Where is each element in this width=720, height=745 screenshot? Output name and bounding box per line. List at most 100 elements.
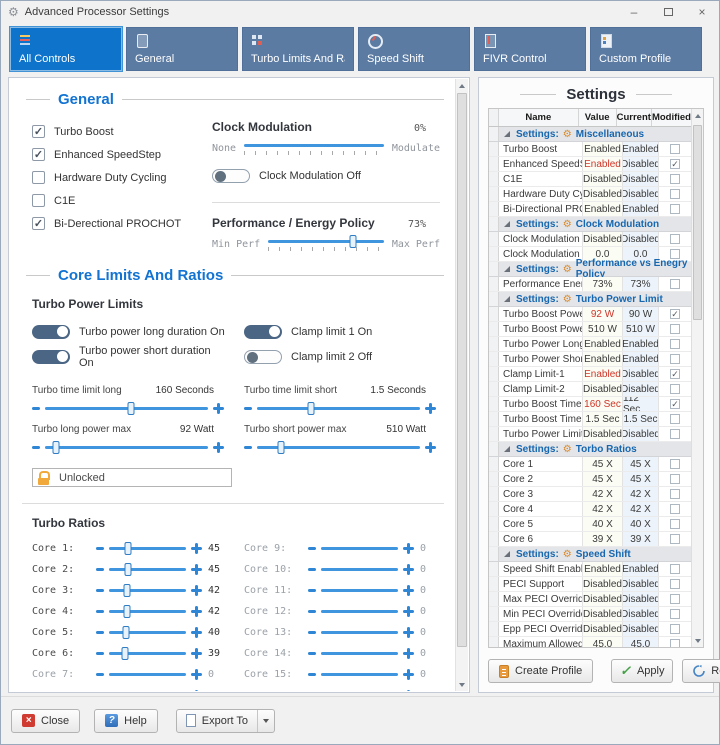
slider-plus-icon[interactable]	[403, 669, 414, 680]
slider-minus-icon[interactable]	[32, 407, 40, 410]
slider-minus-icon[interactable]	[96, 610, 104, 613]
modified-checkbox[interactable]	[670, 609, 680, 619]
settings-group-performance-vs-enegry-policy[interactable]: Settings: ⚙ Performance vs Enegry Policy	[489, 258, 691, 280]
modified-checkbox[interactable]: ✓	[670, 309, 680, 319]
expand-icon[interactable]	[504, 221, 510, 227]
modified-checkbox[interactable]	[670, 489, 680, 499]
table-scroll-down[interactable]	[692, 634, 703, 647]
expand-icon[interactable]	[504, 551, 510, 557]
modified-checkbox[interactable]	[670, 594, 680, 604]
slider-track[interactable]	[109, 542, 186, 555]
toggle-turbo-power-long-duration-on[interactable]: Turbo power long duration On	[32, 319, 226, 344]
create-profile-button[interactable]: Create Profile	[488, 659, 594, 683]
slider-plus-icon[interactable]	[191, 564, 202, 575]
modified-checkbox[interactable]	[670, 204, 680, 214]
slider-track[interactable]	[109, 647, 186, 660]
table-row[interactable]: Maximum Allowed Perf...45.045.0	[489, 637, 691, 647]
table-row[interactable]: Clamp Limit-1 Enabled Disabled ✓	[489, 367, 691, 382]
tab-custom-profile[interactable]: Custom Profile	[590, 27, 702, 71]
slider-thumb[interactable]	[124, 542, 132, 555]
help-button[interactable]: ? Help	[94, 708, 158, 733]
expand-icon[interactable]	[504, 266, 510, 272]
slider-plus-icon[interactable]	[403, 585, 414, 596]
core-slider[interactable]	[308, 669, 414, 680]
modified-checkbox[interactable]	[670, 519, 680, 529]
slider-minus-icon[interactable]	[308, 547, 316, 550]
slider[interactable]	[32, 441, 224, 454]
core-ratio-core-7[interactable]: Core 7: 0	[32, 664, 226, 685]
checkbox-box[interactable]	[32, 171, 45, 184]
table-row[interactable]: Clamp Limit-2 Disabled Disabled	[489, 382, 691, 397]
core-slider[interactable]	[308, 543, 414, 554]
slider[interactable]	[32, 402, 224, 415]
slider-thumb[interactable]	[277, 441, 285, 454]
slider-track[interactable]	[321, 673, 398, 676]
core-slider[interactable]	[308, 585, 414, 596]
core-ratio-core-4[interactable]: Core 4: 42	[32, 601, 226, 622]
core-ratio-core-1[interactable]: Core 1: 45	[32, 538, 226, 559]
toggle-clamp-limit-2-off[interactable]: Clamp limit 2 Off	[244, 344, 438, 369]
perf-policy-slider[interactable]	[268, 235, 384, 251]
modified-checkbox[interactable]	[670, 384, 680, 394]
slider-thumb[interactable]	[123, 605, 131, 618]
slider-plus-icon[interactable]	[191, 543, 202, 554]
perf-slider-thumb[interactable]	[349, 235, 357, 248]
core-slider[interactable]	[308, 564, 414, 575]
slider-plus-icon[interactable]	[403, 690, 414, 691]
core-ratio-core-10[interactable]: Core 10: 0	[244, 559, 438, 580]
core-ratio-core-9[interactable]: Core 9: 0	[244, 538, 438, 559]
modified-checkbox[interactable]	[670, 354, 680, 364]
slider-minus-icon[interactable]	[32, 446, 40, 449]
table-row[interactable]: Core 5 40 X 40 X	[489, 517, 691, 532]
slider-minus-icon[interactable]	[308, 631, 316, 634]
core-slider[interactable]	[96, 542, 202, 555]
modified-checkbox[interactable]: ✓	[670, 399, 680, 409]
core-slider[interactable]	[308, 648, 414, 659]
checkbox-enhanced-speedstep[interactable]: ✓ Enhanced SpeedStep	[32, 143, 212, 166]
core-ratio-core-8[interactable]: Core 8: 0	[32, 685, 226, 691]
modified-checkbox[interactable]	[670, 459, 680, 469]
modified-checkbox[interactable]	[670, 144, 680, 154]
scrollbar-thumb[interactable]	[457, 93, 467, 647]
core-slider[interactable]	[308, 690, 414, 691]
toggle-switch[interactable]	[32, 324, 70, 339]
modified-checkbox[interactable]	[670, 429, 680, 439]
slider-track[interactable]	[109, 626, 186, 639]
table-row[interactable]: Min PECI Override Disabled Disabled	[489, 607, 691, 622]
slider-thumb[interactable]	[124, 563, 132, 576]
core-ratio-core-15[interactable]: Core 15: 0	[244, 664, 438, 685]
modified-checkbox[interactable]	[670, 624, 680, 634]
slider-plus-icon[interactable]	[425, 442, 436, 453]
clock-modulation-slider[interactable]	[244, 143, 384, 155]
tab-speed-shift[interactable]: Speed Shift	[358, 27, 470, 71]
tab-fivr-control[interactable]: FIVR Control	[474, 27, 586, 71]
modified-checkbox[interactable]	[670, 414, 680, 424]
table-row[interactable]: Speed Shift EnabledEnabledEnabled	[489, 562, 691, 577]
settings-group-torbo-ratios[interactable]: Settings: ⚙ Torbo Ratios	[489, 442, 691, 457]
minimize-button[interactable]: –	[630, 5, 638, 19]
toggle-switch[interactable]	[32, 349, 70, 364]
toggle-clamp-limit-1-on[interactable]: Clamp limit 1 On	[244, 319, 438, 344]
toggle-switch[interactable]	[244, 349, 282, 364]
slider-track[interactable]	[257, 441, 420, 454]
slider-plus-icon[interactable]	[403, 564, 414, 575]
table-row[interactable]: Clock Modulation 0.0 0.0	[489, 247, 691, 262]
table-scrollbar-thumb[interactable]	[693, 125, 702, 320]
core-ratio-core-5[interactable]: Core 5: 40	[32, 622, 226, 643]
settings-group-turbo-power-limit[interactable]: Settings: ⚙ Turbo Power Limit	[489, 292, 691, 307]
checkbox-bi-derectional-prochot[interactable]: ✓ Bi-Derectional PROCHOT	[32, 212, 212, 235]
slider-track[interactable]	[321, 631, 398, 634]
modified-checkbox[interactable]: ✓	[670, 369, 680, 379]
modified-checkbox[interactable]	[670, 474, 680, 484]
core-ratio-core-13[interactable]: Core 13: 0	[244, 622, 438, 643]
slider-track[interactable]	[109, 584, 186, 597]
table-row[interactable]: Performance Energy Po...73%73%	[489, 277, 691, 292]
slider-track[interactable]	[321, 568, 398, 571]
core-slider[interactable]	[96, 605, 202, 618]
modified-checkbox[interactable]	[670, 249, 680, 259]
slider-track[interactable]	[109, 563, 186, 576]
slider-plus-icon[interactable]	[191, 585, 202, 596]
settings-group-speed-shift[interactable]: Settings: ⚙ Speed Shift	[489, 547, 691, 562]
tab-general[interactable]: General	[126, 27, 238, 71]
